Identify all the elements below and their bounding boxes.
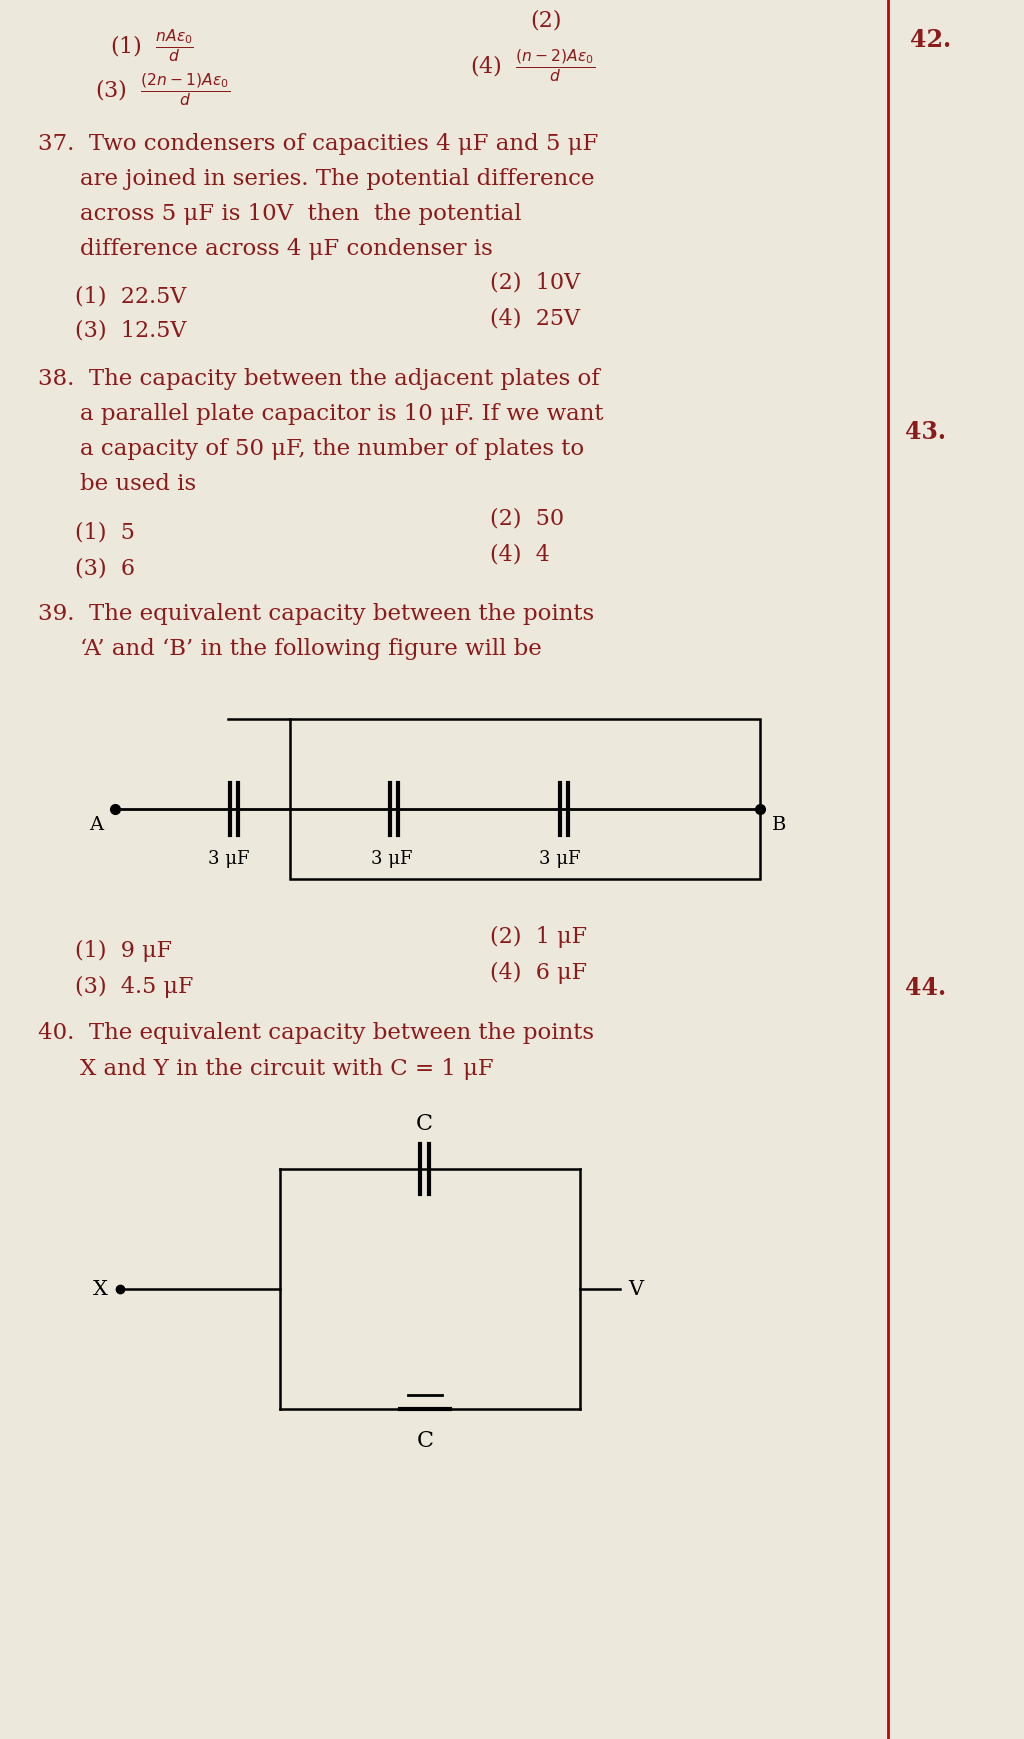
Bar <box>290 720 760 880</box>
Text: 38.  The capacity between the adjacent plates of: 38. The capacity between the adjacent pl… <box>38 367 600 390</box>
Text: a capacity of 50 μF, the number of plates to: a capacity of 50 μF, the number of plate… <box>80 438 584 459</box>
Text: 37.  Two condensers of capacities 4 μF and 5 μF: 37. Two condensers of capacities 4 μF an… <box>38 132 598 155</box>
Text: ‘A’ and ‘B’ in the following figure will be: ‘A’ and ‘B’ in the following figure will… <box>80 638 542 659</box>
Text: a parallel plate capacitor is 10 μF. If we want: a parallel plate capacitor is 10 μF. If … <box>80 403 603 424</box>
Text: C: C <box>416 1113 432 1134</box>
Text: 39.  The equivalent capacity between the points: 39. The equivalent capacity between the … <box>38 603 594 624</box>
Text: (2): (2) <box>530 10 561 31</box>
Text: across 5 μF is 10V  then  the potential: across 5 μF is 10V then the potential <box>80 203 521 224</box>
Text: (4)  $\frac{(n-2)A\epsilon_0}{d}$: (4) $\frac{(n-2)A\epsilon_0}{d}$ <box>470 49 595 85</box>
Text: 3 μF: 3 μF <box>540 850 581 868</box>
Text: 3 μF: 3 μF <box>372 850 413 868</box>
Text: A: A <box>89 816 103 833</box>
Text: 44.: 44. <box>905 976 946 1000</box>
Text: C: C <box>417 1429 433 1450</box>
Text: 40.  The equivalent capacity between the points: 40. The equivalent capacity between the … <box>38 1021 594 1043</box>
Text: 42.: 42. <box>910 28 951 52</box>
Text: are joined in series. The potential difference: are joined in series. The potential diff… <box>80 169 595 190</box>
Text: (3)  6: (3) 6 <box>75 558 135 579</box>
Text: 3 μF: 3 μF <box>208 850 250 868</box>
Text: (3)  4.5 μF: (3) 4.5 μF <box>75 976 194 998</box>
Text: (1)  5: (1) 5 <box>75 522 135 544</box>
Text: (2)  10V: (2) 10V <box>490 271 581 294</box>
Text: (3)  $\frac{(2n-1)A\epsilon_0}{d}$: (3) $\frac{(2n-1)A\epsilon_0}{d}$ <box>95 71 230 110</box>
Text: B: B <box>772 816 786 833</box>
Text: (1)  $\frac{nA\epsilon_0}{d}$: (1) $\frac{nA\epsilon_0}{d}$ <box>110 28 194 66</box>
Text: difference across 4 μF condenser is: difference across 4 μF condenser is <box>80 238 493 259</box>
Text: (4)  4: (4) 4 <box>490 544 550 565</box>
Text: (1)  22.5V: (1) 22.5V <box>75 285 186 306</box>
Text: X: X <box>93 1280 108 1299</box>
Text: V: V <box>628 1280 643 1299</box>
Text: (4)  25V: (4) 25V <box>490 306 581 329</box>
Text: (1)  9 μF: (1) 9 μF <box>75 939 172 962</box>
Text: (2)  1 μF: (2) 1 μF <box>490 925 587 948</box>
Text: (3)  12.5V: (3) 12.5V <box>75 320 186 343</box>
Text: 43.: 43. <box>905 419 946 443</box>
Text: be used is: be used is <box>80 473 197 494</box>
Text: X and Y in the circuit with C = 1 μF: X and Y in the circuit with C = 1 μF <box>80 1057 494 1080</box>
Text: (4)  6 μF: (4) 6 μF <box>490 962 587 984</box>
Text: (2)  50: (2) 50 <box>490 508 564 530</box>
